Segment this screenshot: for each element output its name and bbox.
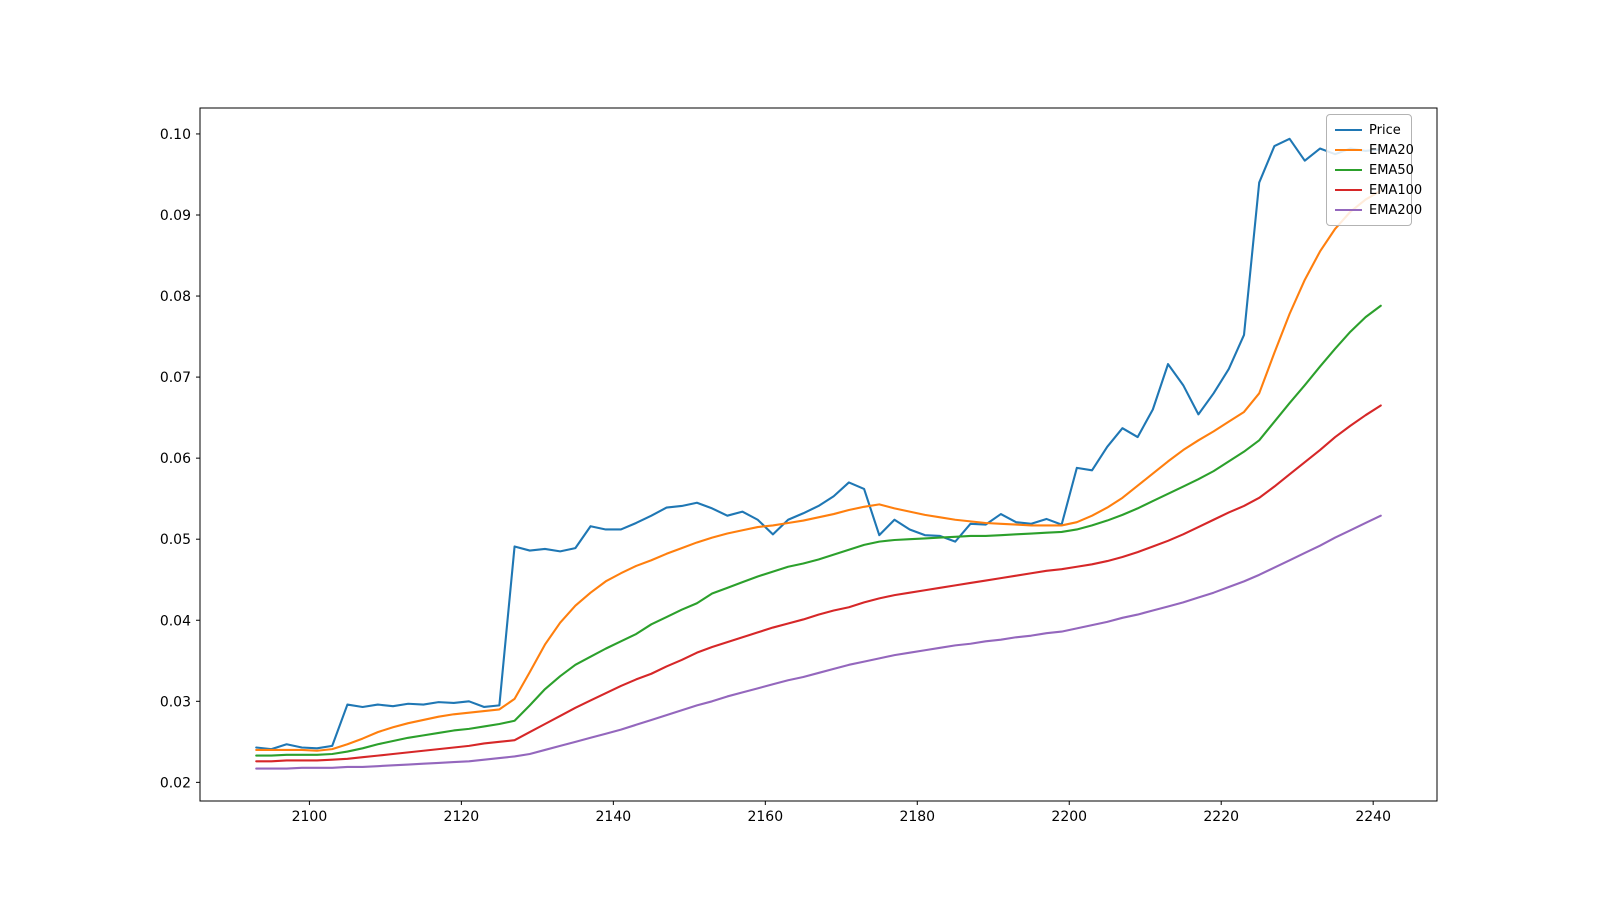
legend-item-ema100: EMA100 (1335, 180, 1422, 200)
legend-item-ema50: EMA50 (1335, 160, 1414, 180)
x-tick-label: 2140 (596, 809, 632, 825)
legend-label-ema50: EMA50 (1369, 162, 1414, 178)
ema20-line-swatch (1335, 149, 1362, 151)
ema200-line (255, 514, 1382, 770)
y-tick-label: 0.07 (160, 370, 191, 386)
y-tick-label: 0.08 (160, 289, 191, 305)
x-tick-label: 2100 (292, 809, 328, 825)
price-line (255, 137, 1382, 751)
legend-label-ema200: EMA200 (1369, 202, 1423, 218)
axes-spines (199, 107, 1438, 802)
legend-item-price: Price (1335, 120, 1404, 140)
ema50-line-swatch (1335, 169, 1362, 171)
legend: Price EMA20 EMA50 EMA100 EMA200 (1326, 114, 1422, 226)
y-tick-label: 0.05 (160, 532, 191, 548)
x-tick-label: 2220 (1203, 809, 1239, 825)
x-tick-label: 2200 (1051, 809, 1087, 825)
legend-item-ema200: EMA200 (1335, 200, 1422, 220)
price-line-swatch (1335, 129, 1362, 131)
y-tick-label: 0.03 (160, 694, 191, 710)
ema20-line (255, 189, 1382, 752)
x-tick-label: 2120 (444, 809, 480, 825)
legend-label-price: Price (1369, 122, 1401, 138)
ema200-line-swatch (1335, 209, 1362, 211)
y-tick-label: 0.02 (160, 775, 191, 791)
ema50-line (255, 304, 1382, 757)
x-tick-label: 2180 (899, 809, 935, 825)
ema100-line-swatch (1335, 189, 1362, 191)
x-tick-label: 2160 (747, 809, 783, 825)
ema100-line (255, 404, 1382, 763)
y-tick-label: 0.09 (160, 208, 191, 224)
legend-label-ema20: EMA20 (1369, 142, 1414, 158)
x-tick-label: 2240 (1355, 809, 1391, 825)
y-tick-label: 0.06 (160, 451, 191, 467)
y-tick-label: 0.04 (160, 613, 191, 629)
legend-item-ema20: EMA20 (1335, 140, 1414, 160)
legend-label-ema100: EMA100 (1369, 182, 1423, 198)
y-tick-label: 0.10 (160, 127, 191, 143)
